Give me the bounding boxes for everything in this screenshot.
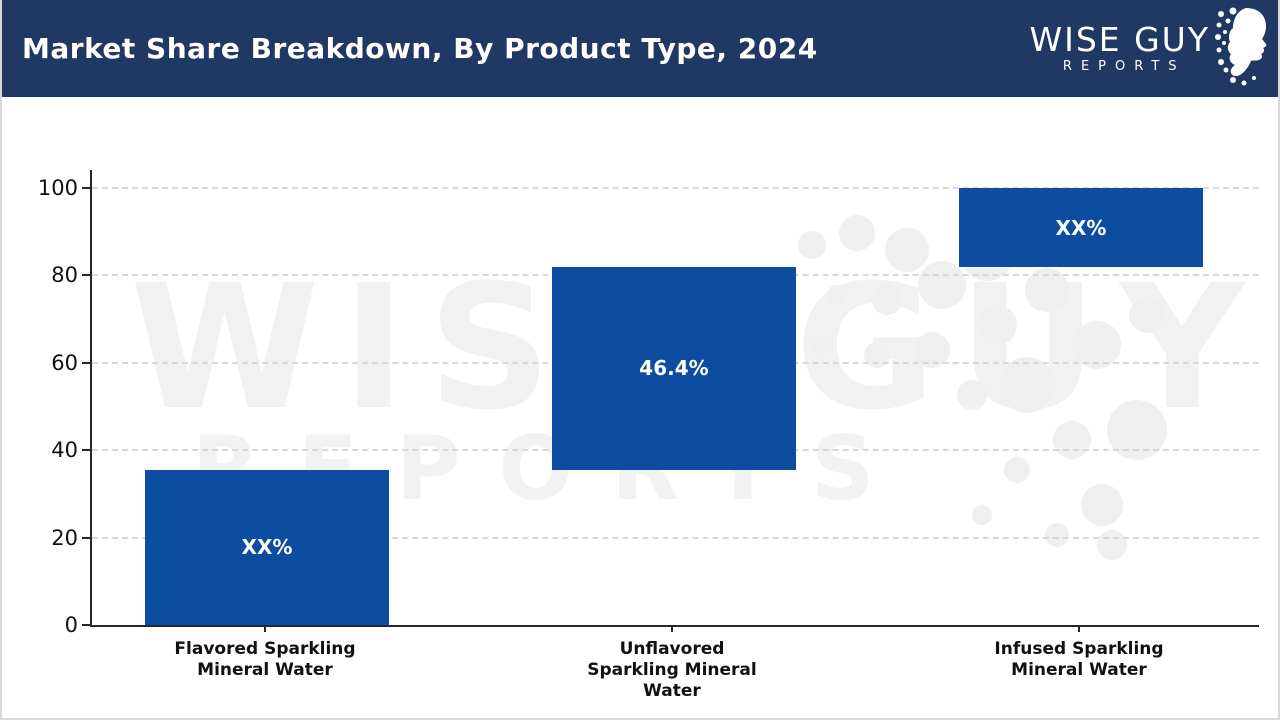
chart-title: Market Share Breakdown, By Product Type,… [22, 32, 818, 65]
wiseguy-face-icon [1215, 7, 1267, 86]
y-tick-mark [82, 187, 90, 189]
gridline [92, 536, 1259, 539]
y-tick-label: 0 [64, 613, 78, 637]
logo-subbrand-label: REPORTS [1062, 59, 1186, 75]
y-tick-label: 100 [37, 176, 78, 200]
wiseguy-logo: WISE GUY REPORTS [1029, 6, 1268, 90]
x-category-label: Infused Sparkling Mineral Water [994, 639, 1164, 680]
logo-brand-label: WISE GUY [1029, 19, 1210, 59]
y-tick-mark [82, 624, 90, 626]
y-tick-mark [82, 536, 90, 539]
bar: 46.4% [552, 267, 796, 470]
logo-text: WISE GUY REPORTS [1029, 19, 1210, 75]
bar: XX% [145, 469, 389, 625]
y-tick-label: 60 [51, 350, 78, 375]
x-tick-mark [264, 625, 266, 632]
bar-value-label: 46.4% [639, 356, 709, 381]
bar: XX% [959, 188, 1203, 268]
x-tick-mark [1078, 625, 1080, 632]
header-bar: Market Share Breakdown, By Product Type,… [2, 0, 1278, 97]
gridline [92, 187, 1259, 189]
y-tick-label: 80 [51, 263, 78, 288]
y-tick-mark [82, 361, 90, 364]
y-tick-mark [82, 449, 90, 452]
bar-value-label: XX% [241, 535, 293, 560]
y-tick-label: 20 [51, 525, 78, 550]
y-tick-label: 40 [51, 438, 78, 463]
x-category-label: Flavored Sparkling Mineral Water [174, 639, 356, 680]
plot-area: XX% 46.4% XX% [90, 170, 1259, 627]
y-tick-mark [82, 274, 90, 277]
bar-value-label: XX% [1055, 215, 1107, 240]
x-category-label: Unflavored Sparkling Mineral Water [587, 639, 757, 701]
x-tick-mark [671, 625, 673, 632]
